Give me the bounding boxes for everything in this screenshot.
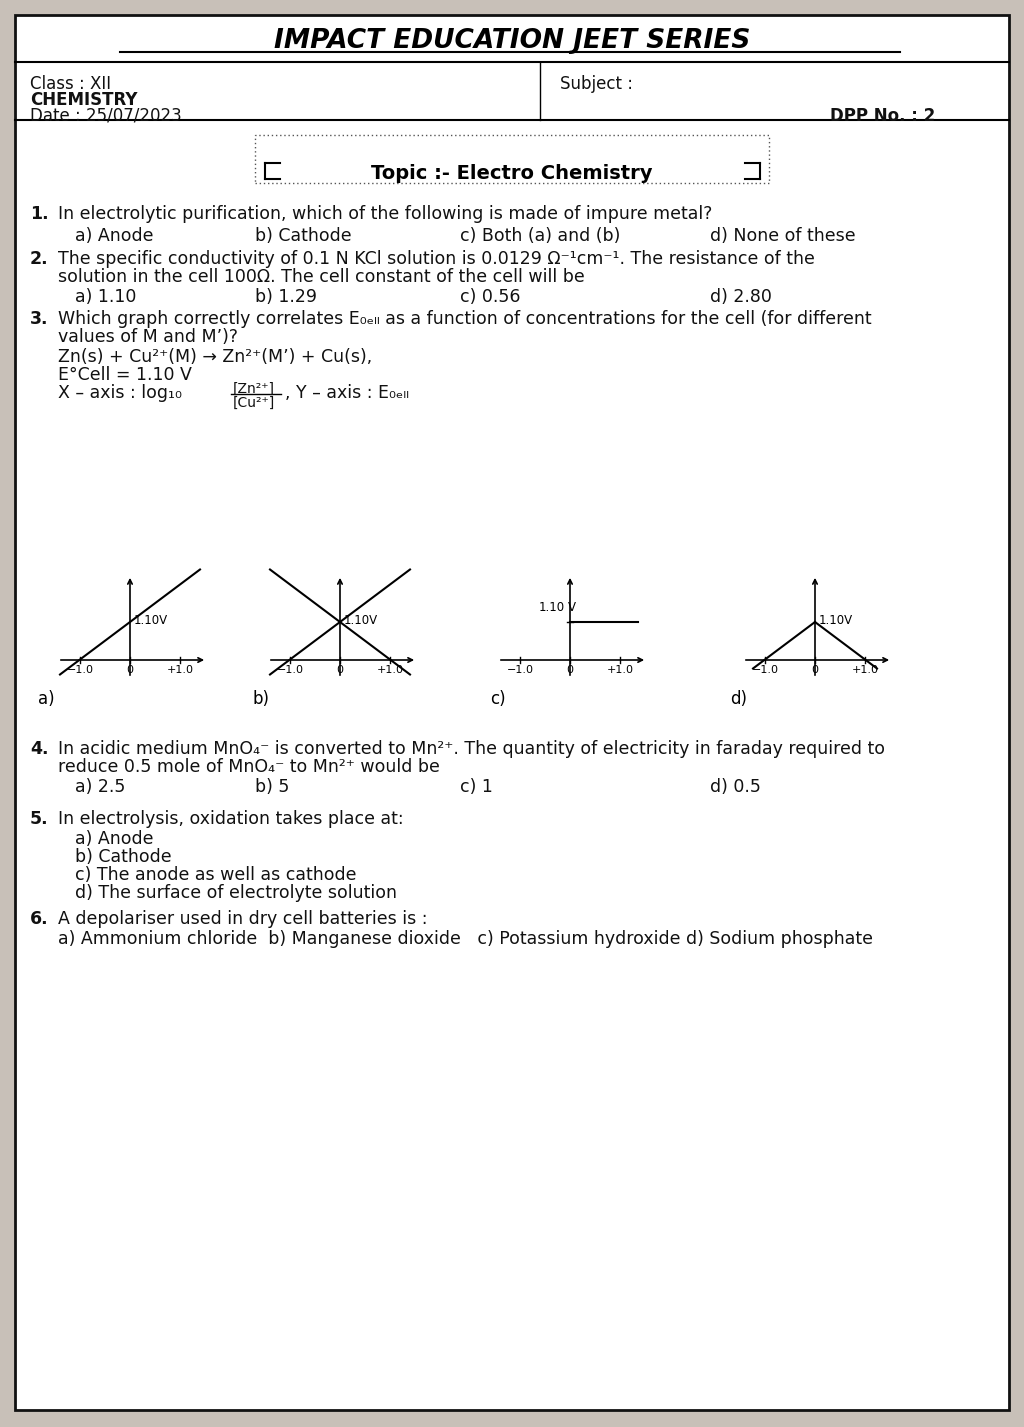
Text: 0: 0 <box>811 665 818 675</box>
Text: a) Anode: a) Anode <box>75 227 154 245</box>
Text: a) 2.5: a) 2.5 <box>75 778 125 796</box>
Text: 0: 0 <box>337 665 343 675</box>
Text: +1.0: +1.0 <box>167 665 194 675</box>
Text: c) The anode as well as cathode: c) The anode as well as cathode <box>75 866 356 883</box>
Text: +1.0: +1.0 <box>606 665 634 675</box>
Text: Zn(s) + Cu²⁺(M) → Zn²⁺(M’) + Cu(s),: Zn(s) + Cu²⁺(M) → Zn²⁺(M’) + Cu(s), <box>58 348 373 365</box>
Text: 1.10V: 1.10V <box>134 614 168 626</box>
Text: +1.0: +1.0 <box>377 665 403 675</box>
Text: 1.10V: 1.10V <box>819 614 853 626</box>
Text: IMPACT EDUCATION JEET SERIES: IMPACT EDUCATION JEET SERIES <box>273 29 751 54</box>
Text: a) 1.10: a) 1.10 <box>75 288 136 305</box>
Text: E°Cell = 1.10 V: E°Cell = 1.10 V <box>58 365 191 384</box>
Text: 0: 0 <box>127 665 133 675</box>
Text: 1.: 1. <box>30 205 48 223</box>
Text: 5.: 5. <box>30 811 48 828</box>
Text: d) The surface of electrolyte solution: d) The surface of electrolyte solution <box>75 883 397 902</box>
Text: −1.0: −1.0 <box>507 665 534 675</box>
Text: b) Cathode: b) Cathode <box>75 848 172 866</box>
Text: The specific conductivity of 0.1 N KCl solution is 0.0129 Ω⁻¹cm⁻¹. The resistanc: The specific conductivity of 0.1 N KCl s… <box>58 250 815 268</box>
Text: −1.0: −1.0 <box>752 665 778 675</box>
Text: V: V <box>568 601 575 614</box>
Text: c): c) <box>490 691 506 708</box>
Text: Date : 25/07/2023: Date : 25/07/2023 <box>30 107 181 126</box>
Text: b) 5: b) 5 <box>255 778 290 796</box>
Text: [Cu²⁺]: [Cu²⁺] <box>233 397 275 410</box>
Text: 1.10: 1.10 <box>539 601 565 614</box>
Text: c) Both (a) and (b): c) Both (a) and (b) <box>460 227 621 245</box>
Text: CHEMISTRY: CHEMISTRY <box>30 91 137 108</box>
Text: b): b) <box>252 691 269 708</box>
Text: In electrolysis, oxidation takes place at:: In electrolysis, oxidation takes place a… <box>58 811 403 828</box>
Text: +1.0: +1.0 <box>852 665 879 675</box>
Text: X – axis : log₁₀: X – axis : log₁₀ <box>58 384 182 402</box>
Text: In electrolytic purification, which of the following is made of impure metal?: In electrolytic purification, which of t… <box>58 205 713 223</box>
Text: 4.: 4. <box>30 741 48 758</box>
Text: −1.0: −1.0 <box>276 665 303 675</box>
Text: 3.: 3. <box>30 310 48 328</box>
Text: Class : XII: Class : XII <box>30 76 112 93</box>
Text: a) Anode: a) Anode <box>75 831 154 848</box>
Text: , Y – axis : E₀ₑₗₗ: , Y – axis : E₀ₑₗₗ <box>285 384 409 402</box>
Text: Topic :- Electro Chemistry: Topic :- Electro Chemistry <box>372 164 652 183</box>
Text: reduce 0.5 mole of MnO₄⁻ to Mn²⁺ would be: reduce 0.5 mole of MnO₄⁻ to Mn²⁺ would b… <box>58 758 440 776</box>
Text: values of M and M’)?: values of M and M’)? <box>58 328 238 345</box>
Text: c) 0.56: c) 0.56 <box>460 288 520 305</box>
Text: d) 0.5: d) 0.5 <box>710 778 761 796</box>
Text: 1.10V: 1.10V <box>344 614 378 626</box>
Text: a): a) <box>38 691 54 708</box>
Text: 0: 0 <box>566 665 573 675</box>
Text: a) Ammonium chloride  b) Manganese dioxide   c) Potassium hydroxide d) Sodium ph: a) Ammonium chloride b) Manganese dioxid… <box>58 930 873 948</box>
Text: solution in the cell 100Ω. The cell constant of the cell will be: solution in the cell 100Ω. The cell cons… <box>58 268 585 285</box>
Text: [Zn²⁺]: [Zn²⁺] <box>233 382 275 397</box>
Text: DPP No. : 2: DPP No. : 2 <box>830 107 935 126</box>
Text: Which graph correctly correlates E₀ₑₗₗ as a function of concentrations for the c: Which graph correctly correlates E₀ₑₗₗ a… <box>58 310 871 328</box>
Text: c) 1: c) 1 <box>460 778 493 796</box>
Text: −1.0: −1.0 <box>67 665 93 675</box>
Text: d): d) <box>730 691 746 708</box>
Text: 6.: 6. <box>30 910 48 928</box>
Text: Subject :: Subject : <box>560 76 633 93</box>
Text: d) 2.80: d) 2.80 <box>710 288 772 305</box>
Text: A depolariser used in dry cell batteries is :: A depolariser used in dry cell batteries… <box>58 910 427 928</box>
Text: d) None of these: d) None of these <box>710 227 856 245</box>
Text: b) Cathode: b) Cathode <box>255 227 351 245</box>
Text: b) 1.29: b) 1.29 <box>255 288 317 305</box>
Text: In acidic medium MnO₄⁻ is converted to Mn²⁺. The quantity of electricity in fara: In acidic medium MnO₄⁻ is converted to M… <box>58 741 885 758</box>
Text: 2.: 2. <box>30 250 48 268</box>
FancyBboxPatch shape <box>255 136 769 183</box>
